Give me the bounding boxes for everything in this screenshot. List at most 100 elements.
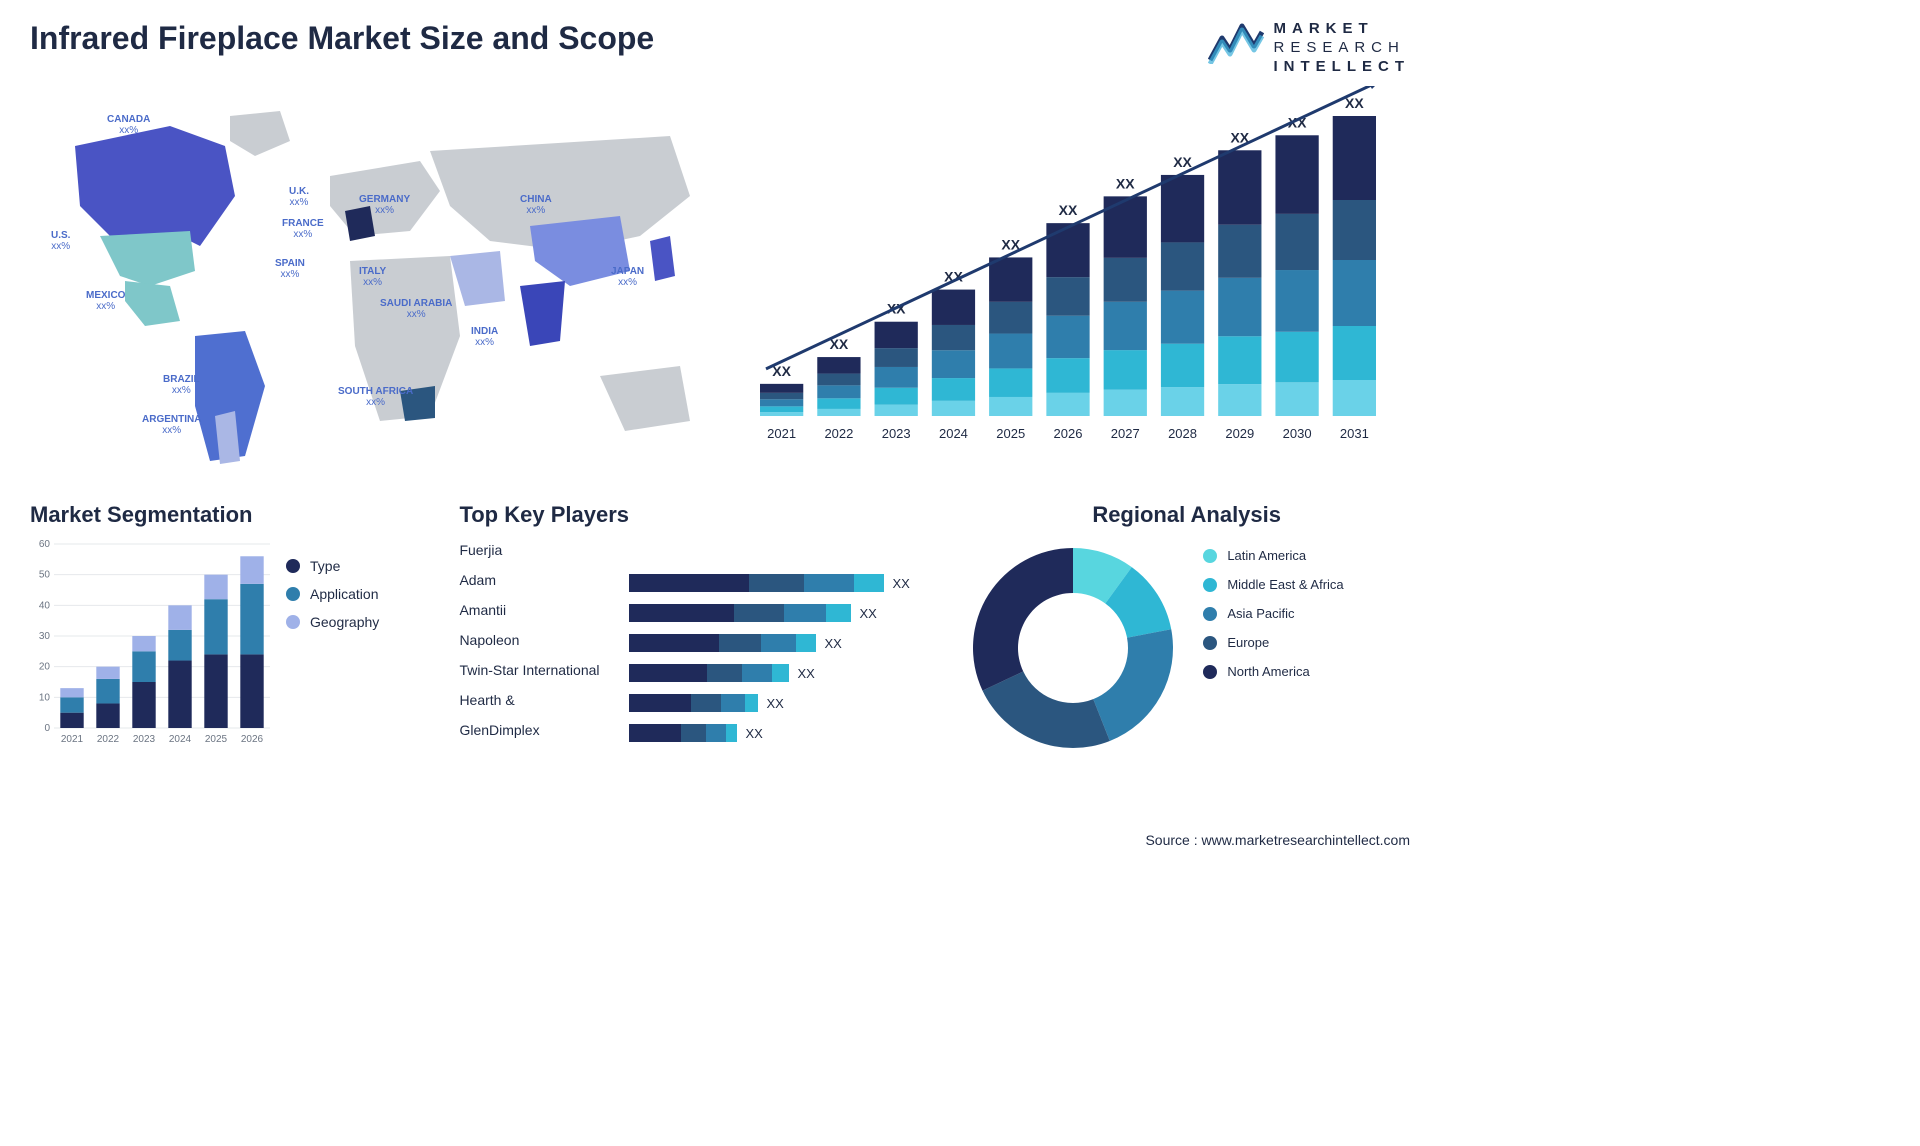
seg-year: 2023 <box>133 734 156 745</box>
map-shape <box>230 111 290 156</box>
forecast-year: 2030 <box>1283 426 1312 441</box>
seg-bar-seg <box>60 688 83 697</box>
map-label: JAPANxx% <box>611 266 644 288</box>
seg-chart: 0102030405060202120222023202420252026 <box>30 538 270 748</box>
forecast-bar-seg <box>760 407 803 413</box>
forecast-bar-seg <box>989 397 1032 416</box>
player-bar-seg <box>772 664 789 682</box>
donut-chart <box>963 538 1183 758</box>
forecast-bar-seg <box>875 367 918 388</box>
seg-legend-label: Geography <box>310 614 379 630</box>
seg-year: 2021 <box>61 734 84 745</box>
seg-ytick: 40 <box>39 601 51 612</box>
forecast-bar-seg <box>1275 270 1318 332</box>
map-shape <box>600 366 690 431</box>
regional-legend-item: Middle East & Africa <box>1203 577 1343 592</box>
seg-bar-seg <box>204 599 227 654</box>
player-bar-seg <box>629 694 691 712</box>
player-bar-seg <box>721 694 745 712</box>
forecast-bar-seg <box>1161 243 1204 291</box>
players-title: Top Key Players <box>459 502 943 528</box>
player-name: Hearth & <box>459 692 619 714</box>
player-bar-seg <box>681 724 706 742</box>
seg-year: 2024 <box>169 734 192 745</box>
seg-bar-seg <box>132 636 155 651</box>
map-label: SPAINxx% <box>275 258 305 280</box>
seg-legend-label: Application <box>310 586 379 602</box>
forecast-bar-seg <box>875 388 918 405</box>
forecast-bar-seg <box>760 393 803 399</box>
seg-legend-item: Application <box>286 586 379 602</box>
forecast-bar-seg <box>932 290 975 325</box>
player-bar <box>629 694 758 712</box>
seg-bar-seg <box>60 713 83 728</box>
player-name: Twin-Star International <box>459 662 619 684</box>
player-bar-seg <box>629 604 734 622</box>
forecast-bar-label: XX <box>1173 154 1192 170</box>
forecast-bar-seg <box>1104 350 1147 390</box>
player-bar-seg <box>707 664 742 682</box>
forecast-bar-seg <box>1104 302 1147 350</box>
forecast-year: 2021 <box>767 426 796 441</box>
forecast-bar-seg <box>1046 316 1089 358</box>
forecast-bar-seg <box>1104 197 1147 259</box>
player-bar <box>629 574 884 592</box>
forecast-bar-seg <box>760 384 803 393</box>
regional-legend-label: Europe <box>1227 635 1269 650</box>
seg-bar-seg <box>96 704 119 729</box>
map-shape <box>520 281 565 346</box>
seg-legend: Type Application Geography <box>286 538 379 748</box>
swatch-icon <box>1203 665 1217 679</box>
map-shape <box>125 281 180 326</box>
seg-bar-seg <box>240 584 263 655</box>
seg-bar-seg <box>204 575 227 600</box>
forecast-bar-seg <box>1218 337 1261 385</box>
map-label: U.S.xx% <box>51 230 70 252</box>
seg-year: 2025 <box>205 734 228 745</box>
logo-line1: MARKET <box>1274 20 1411 39</box>
forecast-bar-seg <box>817 409 860 416</box>
forecast-bar-seg <box>1218 151 1261 225</box>
seg-svg: 0102030405060202120222023202420252026 <box>30 538 270 748</box>
forecast-bar-seg <box>1161 344 1204 387</box>
map-label: CHINAxx% <box>520 194 552 216</box>
donut-slice <box>973 548 1073 691</box>
forecast-bar-seg <box>1218 278 1261 336</box>
player-bar <box>629 634 816 652</box>
swatch-icon <box>1203 549 1217 563</box>
player-bar-seg <box>804 574 854 592</box>
player-bar-label: XX <box>797 666 814 681</box>
map-label: SAUDI ARABIAxx% <box>380 298 452 320</box>
forecast-svg: XX2021XX2022XX2023XX2024XX2025XX2026XX20… <box>750 86 1410 466</box>
forecast-bar-seg <box>1275 214 1318 270</box>
forecast-bar-seg <box>1218 225 1261 278</box>
map-label: GERMANYxx% <box>359 194 410 216</box>
seg-bar-seg <box>132 652 155 683</box>
forecast-bar-seg <box>932 325 975 350</box>
player-name: Adam <box>459 572 619 594</box>
forecast-bar-seg <box>932 351 975 379</box>
player-names: FuerjiaAdamAmantiiNapoleonTwin-Star Inte… <box>459 538 619 744</box>
forecast-bar-seg <box>1333 200 1376 260</box>
player-bar-row: XX <box>629 692 943 714</box>
swatch-icon <box>1203 636 1217 650</box>
forecast-bar-seg <box>817 399 860 410</box>
regional-legend-item: Asia Pacific <box>1203 606 1343 621</box>
regional-legend: Latin America Middle East & Africa Asia Pa… <box>1203 538 1343 679</box>
player-bar-seg <box>734 604 784 622</box>
player-bar-seg <box>742 664 772 682</box>
player-name: GlenDimplex <box>459 722 619 744</box>
forecast-year: 2031 <box>1340 426 1369 441</box>
map-label: BRAZILxx% <box>163 374 200 396</box>
seg-ytick: 60 <box>39 539 51 550</box>
forecast-bar-seg <box>1275 136 1318 215</box>
seg-legend-item: Type <box>286 558 379 574</box>
map-shape <box>100 231 195 286</box>
seg-ytick: 20 <box>39 662 51 673</box>
forecast-year: 2024 <box>939 426 968 441</box>
forecast-bar-seg <box>1046 358 1089 393</box>
forecast-bar-seg <box>760 412 803 416</box>
map-label: FRANCExx% <box>282 218 324 240</box>
regional-legend-item: Latin America <box>1203 548 1343 563</box>
page-title: Infrared Fireplace Market Size and Scope <box>30 20 654 57</box>
